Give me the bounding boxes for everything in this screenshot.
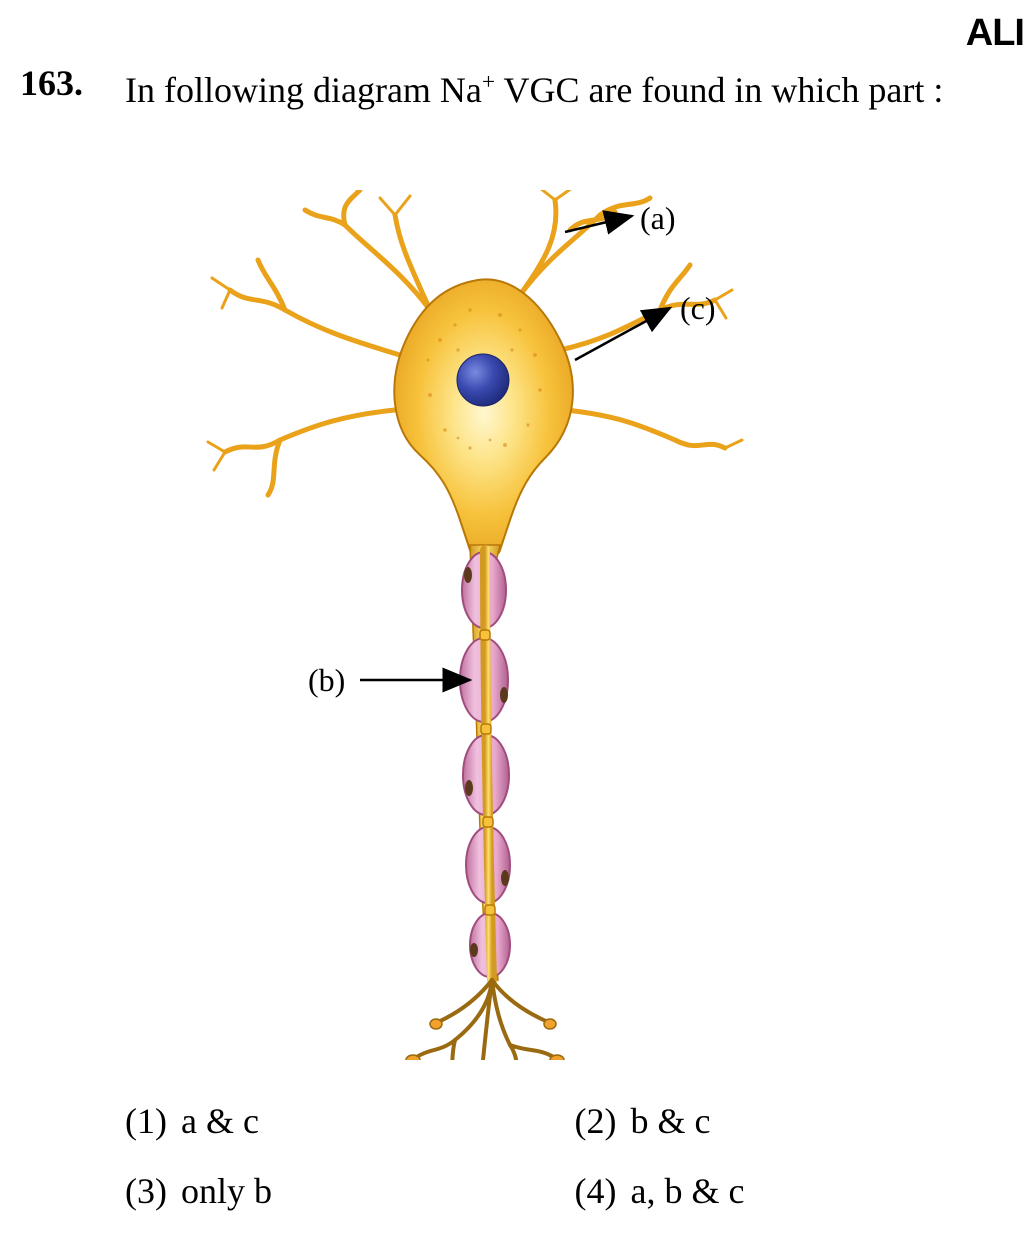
option-2-number: (2) (575, 1100, 617, 1142)
option-4-text: a, b & c (630, 1170, 744, 1212)
question-text-sup: + (482, 69, 495, 95)
option-1-number: (1) (125, 1100, 167, 1142)
neuron-soma (394, 279, 573, 557)
option-1[interactable]: (1) a & c (125, 1100, 535, 1142)
option-3-text: only b (181, 1170, 272, 1212)
neuron-diagram: (a) (c) (b) (0, 190, 1024, 1060)
diagram-label-a: (a) (640, 200, 676, 237)
option-3-number: (3) (125, 1170, 167, 1212)
brand-logo: ALI (966, 12, 1024, 55)
question-number: 163. (20, 62, 83, 104)
diagram-label-c: (c) (680, 290, 716, 327)
option-2[interactable]: (2) b & c (575, 1100, 985, 1142)
option-4-number: (4) (575, 1170, 617, 1212)
question-text-prefix: In following diagram Na (125, 70, 482, 110)
option-2-text: b & c (630, 1100, 710, 1142)
question-text-suffix: VGC are found in which part : (495, 70, 943, 110)
option-3[interactable]: (3) only b (125, 1170, 535, 1212)
answer-options: (1) a & c (2) b & c (3) only b (4) a, b … (125, 1100, 984, 1240)
option-4[interactable]: (4) a, b & c (575, 1170, 985, 1212)
diagram-label-b: (b) (308, 662, 345, 699)
neuron-svg (0, 190, 1024, 1060)
question-text: In following diagram Na+ VGC are found i… (125, 62, 1004, 120)
arrow-c (575, 308, 670, 360)
neuron-nucleus (457, 354, 509, 406)
option-1-text: a & c (181, 1100, 259, 1142)
